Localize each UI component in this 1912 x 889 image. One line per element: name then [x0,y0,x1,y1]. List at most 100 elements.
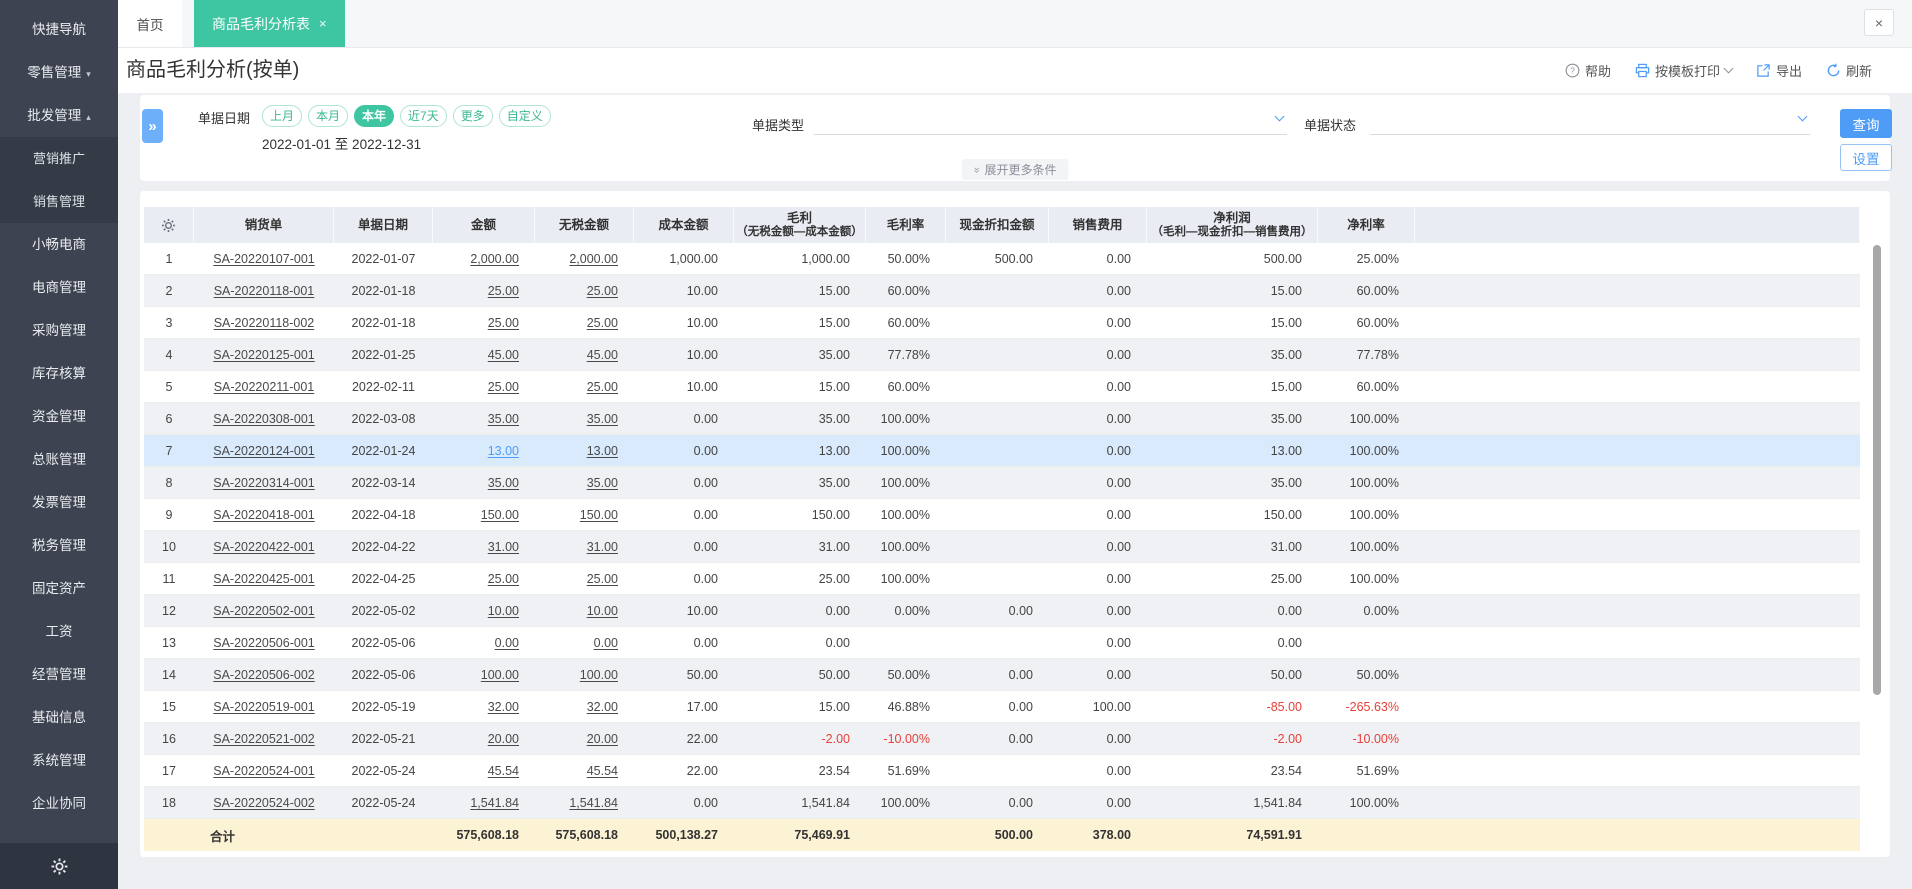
cell-amount[interactable]: 45.54 [433,764,535,778]
sidebar-item-零售管理[interactable]: 零售管理 ▾ [27,65,91,80]
print-by-template-button[interactable]: 按模板打印 [1635,61,1734,80]
table-row[interactable]: 18 SA-20220524-002 2022-05-24 1,541.84 1,541… [144,787,1860,819]
cell-amount[interactable]: 13.00 [433,444,535,458]
amount-link[interactable]: 45.54 [586,763,618,778]
amount-link[interactable]: 35.00 [586,475,618,490]
chevron-down-icon[interactable] [1723,63,1734,74]
amount-link[interactable]: 1,541.84 [569,795,618,810]
sidebar-item-采购管理[interactable]: 采购管理 [32,323,86,338]
table-row[interactable]: 14 SA-20220506-002 2022-05-06 100.00 100.00 5… [144,659,1860,691]
table-row[interactable]: 16 SA-20220521-002 2022-05-21 20.00 20.00 22.… [144,723,1860,755]
amount-link[interactable]: 0.00 [593,635,618,650]
table-row[interactable]: 1 SA-20220107-001 2022-01-07 2,000.00 2,000.… [144,243,1860,275]
cell-net_amount[interactable]: 2,000.00 [535,252,634,266]
sales-order-link[interactable]: SA-20220124-001 [213,443,315,458]
amount-link[interactable]: 0.00 [494,635,519,650]
settings-gear-icon[interactable] [51,858,68,875]
sidebar-item-资金管理[interactable]: 资金管理 [32,409,86,424]
cell-amount[interactable]: 25.00 [433,572,535,586]
cell-order[interactable]: SA-20220519-001 [194,700,334,714]
cell-net_amount[interactable]: 35.00 [535,412,634,426]
vertical-scrollbar[interactable] [1873,245,1881,695]
amount-link[interactable]: 25.00 [487,379,519,394]
date-pill-本月[interactable]: 本月 [308,105,349,127]
cell-amount[interactable]: 2,000.00 [433,252,535,266]
table-row[interactable]: 11 SA-20220425-001 2022-04-25 25.00 25.00 0.0… [144,563,1860,595]
date-pill-自定义[interactable]: 自定义 [498,105,551,127]
amount-link[interactable]: 1,541.84 [470,795,519,810]
amount-link[interactable]: 25.00 [586,283,618,298]
cell-amount[interactable]: 20.00 [433,732,535,746]
amount-link[interactable]: 25.00 [487,571,519,586]
sales-order-link[interactable]: SA-20220506-002 [213,667,315,682]
sidebar-item-快捷导航[interactable]: 快捷导航 [32,22,86,37]
sidebar-item-营销推广[interactable]: 营销推广 [0,137,118,180]
table-row[interactable]: 7 SA-20220124-001 2022-01-24 13.00 13.00 0.00… [144,435,1860,467]
sales-order-link[interactable]: SA-20220118-001 [213,283,315,298]
amount-link[interactable]: 32.00 [586,699,618,714]
cell-amount[interactable]: 25.00 [433,380,535,394]
cell-net_amount[interactable]: 25.00 [535,316,634,330]
sales-order-link[interactable]: SA-20220524-001 [213,763,315,778]
date-pill-近7天[interactable]: 近7天 [400,105,447,127]
date-pill-更多[interactable]: 更多 [452,105,493,127]
table-row[interactable]: 4 SA-20220125-001 2022-01-25 45.00 45.00 10.0… [144,339,1860,371]
sales-order-link[interactable]: SA-20220506-001 [213,635,315,650]
amount-link[interactable]: 35.00 [487,411,519,426]
sidebar-item-基础信息[interactable]: 基础信息 [32,710,86,725]
sales-order-link[interactable]: SA-20220314-001 [213,475,315,490]
cell-order[interactable]: SA-20220125-001 [194,348,334,362]
amount-link[interactable]: 25.00 [487,315,519,330]
cell-net_amount[interactable]: 25.00 [535,380,634,394]
cell-order[interactable]: SA-20220124-001 [194,444,334,458]
doc-type-select[interactable] [814,107,1287,135]
cell-net_amount[interactable]: 150.00 [535,508,634,522]
amount-link[interactable]: 31.00 [487,539,519,554]
sales-order-link[interactable]: SA-20220502-001 [213,603,315,618]
table-row[interactable]: 6 SA-20220308-001 2022-03-08 35.00 35.00 0.00… [144,403,1860,435]
sidebar-item-销售管理[interactable]: 销售管理 [0,180,118,223]
cell-order[interactable]: SA-20220308-001 [194,412,334,426]
cell-order[interactable]: SA-20220524-002 [194,796,334,810]
cell-order[interactable]: SA-20220118-002 [194,316,334,330]
cell-amount[interactable]: 31.00 [433,540,535,554]
amount-link[interactable]: 25.00 [586,571,618,586]
amount-link[interactable]: 150.00 [579,507,618,522]
help-button[interactable]: ? 帮助 [1565,61,1611,80]
cell-order[interactable]: SA-20220314-001 [194,476,334,490]
cell-net_amount[interactable]: 1,541.84 [535,796,634,810]
sidebar-item-企业协同[interactable]: 企业协同 [32,796,86,811]
amount-link[interactable]: 100.00 [579,667,618,682]
table-row[interactable]: 3 SA-20220118-002 2022-01-18 25.00 25.00 10.0… [144,307,1860,339]
column-settings-gear-icon[interactable] [144,207,194,243]
cell-amount[interactable]: 35.00 [433,412,535,426]
cell-amount[interactable]: 32.00 [433,700,535,714]
table-row[interactable]: 17 SA-20220524-001 2022-05-24 45.54 45.54 22.… [144,755,1860,787]
cell-order[interactable]: SA-20220422-001 [194,540,334,554]
table-row[interactable]: 8 SA-20220314-001 2022-03-14 35.00 35.00 0.00… [144,467,1860,499]
amount-link[interactable]: 13.00 [487,443,519,458]
cell-amount[interactable]: 25.00 [433,316,535,330]
table-row[interactable]: 9 SA-20220418-001 2022-04-18 150.00 150.00 0.… [144,499,1860,531]
amount-link[interactable]: 45.00 [487,347,519,362]
table-row[interactable]: 10 SA-20220422-001 2022-04-22 31.00 31.00 0.0… [144,531,1860,563]
table-row[interactable]: 5 SA-20220211-001 2022-02-11 25.00 25.00 10.0… [144,371,1860,403]
close-all-tabs-button[interactable]: × [1864,9,1894,36]
amount-link[interactable]: 10.00 [586,603,618,618]
sales-order-link[interactable]: SA-20220211-001 [213,379,315,394]
cell-net_amount[interactable]: 20.00 [535,732,634,746]
amount-link[interactable]: 20.00 [586,731,618,746]
amount-link[interactable]: 35.00 [586,411,618,426]
table-row[interactable]: 13 SA-20220506-001 2022-05-06 0.00 0.00 0.00 0… [144,627,1860,659]
collapse-filter-button[interactable]: » [142,109,163,143]
sales-order-link[interactable]: SA-20220107-001 [213,251,315,266]
amount-link[interactable]: 32.00 [487,699,519,714]
tab-close-icon[interactable]: × [319,16,327,31]
date-pill-上月[interactable]: 上月 [262,105,303,127]
table-row[interactable]: 12 SA-20220502-001 2022-05-02 10.00 10.00 10.… [144,595,1860,627]
sidebar-item-固定资产[interactable]: 固定资产 [32,581,86,596]
amount-link[interactable]: 10.00 [487,603,519,618]
cell-net_amount[interactable]: 45.54 [535,764,634,778]
cell-net_amount[interactable]: 25.00 [535,572,634,586]
cell-net_amount[interactable]: 35.00 [535,476,634,490]
